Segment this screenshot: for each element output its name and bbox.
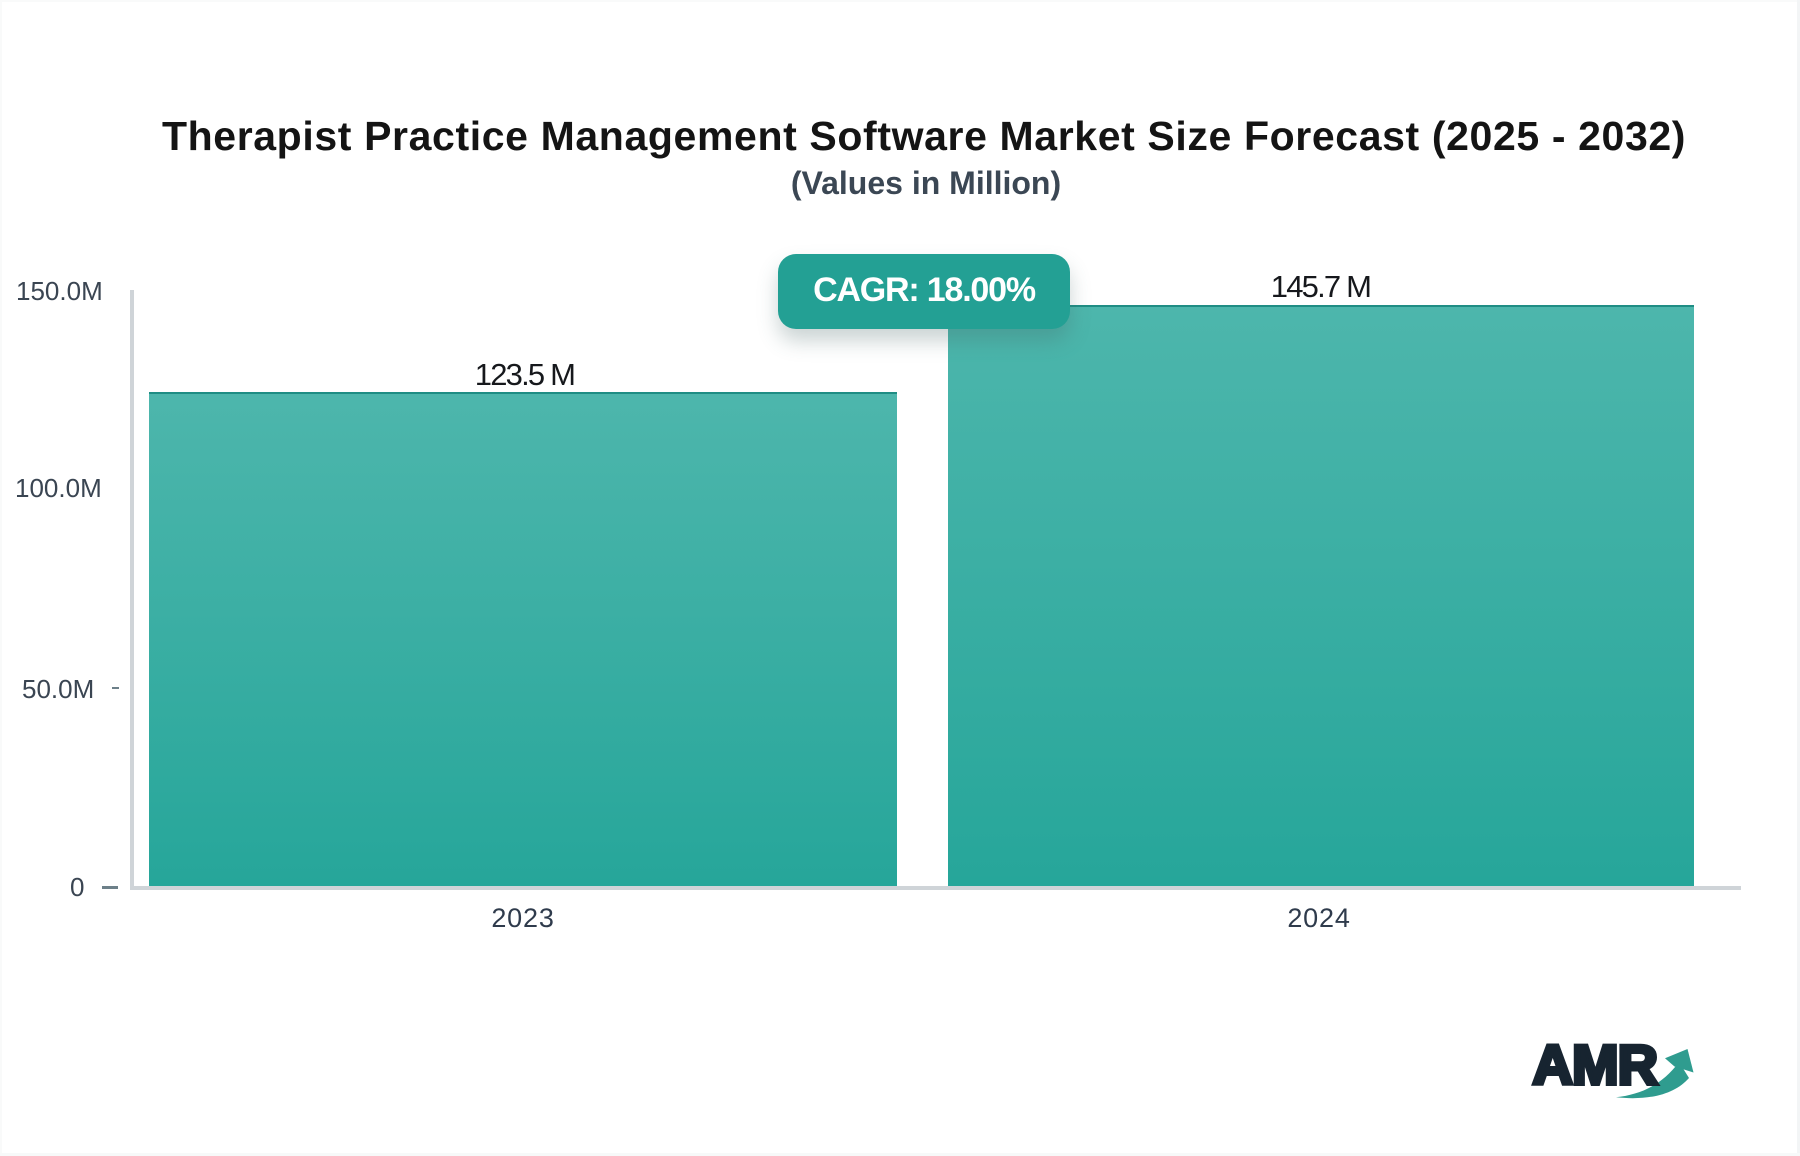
svg-text:AMR: AMR (1533, 1033, 1658, 1096)
